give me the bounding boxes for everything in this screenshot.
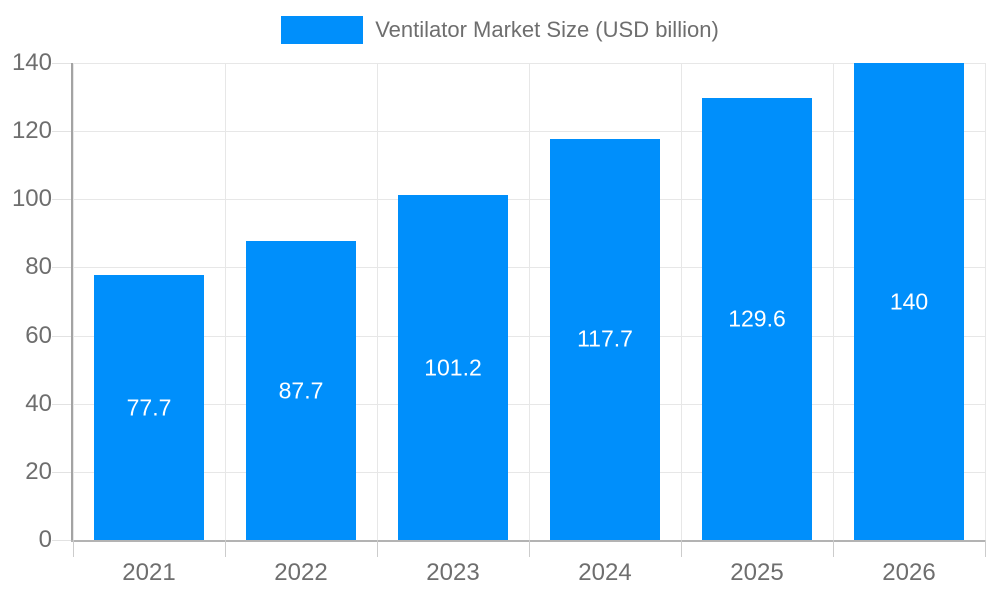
y-tick-label: 140 bbox=[11, 49, 52, 76]
bar-value-label: 87.7 bbox=[278, 377, 324, 404]
gridline-vertical bbox=[225, 63, 226, 540]
gridline-vertical bbox=[529, 63, 530, 540]
y-axis-tick bbox=[52, 199, 71, 201]
y-tick-label: 80 bbox=[25, 253, 52, 281]
x-tick-label: 2021 bbox=[122, 559, 176, 586]
bar-2026[interactable]: 140 bbox=[854, 63, 964, 540]
y-tick-label: 0 bbox=[38, 526, 52, 553]
bar-value-label: 129.6 bbox=[728, 305, 786, 332]
x-axis-tick bbox=[377, 540, 378, 557]
bar-value-label: 117.7 bbox=[577, 325, 633, 352]
x-tick-label: 2022 bbox=[274, 559, 328, 586]
bar-2023[interactable]: 101.2 bbox=[398, 195, 508, 540]
bar-2025[interactable]: 129.6 bbox=[702, 98, 812, 540]
y-axis-tick bbox=[52, 63, 71, 64]
y-axis-line bbox=[71, 63, 73, 540]
x-axis-tick bbox=[529, 540, 530, 557]
y-axis-tick bbox=[52, 267, 71, 269]
x-tick-label: 2025 bbox=[730, 559, 784, 586]
y-tick-label: 60 bbox=[25, 321, 52, 349]
y-axis-tick bbox=[52, 540, 71, 541]
x-axis-tick bbox=[73, 540, 74, 557]
x-axis-tick bbox=[225, 540, 226, 557]
bar-value-label: 140 bbox=[889, 288, 929, 314]
x-axis-tick bbox=[681, 540, 682, 557]
x-tick-label: 2024 bbox=[578, 559, 632, 586]
legend-swatch bbox=[281, 16, 364, 44]
y-tick-label: 40 bbox=[25, 389, 52, 417]
gridline-vertical bbox=[681, 63, 682, 540]
gridline-vertical bbox=[73, 63, 74, 540]
x-axis-tick bbox=[985, 540, 986, 557]
y-axis-tick bbox=[52, 471, 71, 473]
bar-value-label: 101.2 bbox=[424, 354, 482, 381]
y-axis-tick bbox=[52, 335, 71, 337]
y-tick-label: 120 bbox=[11, 117, 52, 145]
gridline-vertical bbox=[377, 63, 378, 540]
bar-2022[interactable]: 87.7 bbox=[246, 241, 356, 540]
legend-label: Ventilator Market Size (USD billion) bbox=[375, 17, 719, 42]
x-axis-tick bbox=[833, 540, 834, 557]
y-tick-label: 100 bbox=[11, 185, 52, 213]
x-axis-line bbox=[71, 540, 985, 542]
gridline-vertical bbox=[833, 63, 834, 540]
legend-item[interactable]: Ventilator Market Size (USD billion) bbox=[0, 16, 1000, 44]
bar-2021[interactable]: 77.7 bbox=[94, 275, 204, 540]
y-axis-tick bbox=[52, 131, 71, 133]
plot-area: 77.7 87.7 101.2 117.7 129.6 140 bbox=[71, 63, 986, 542]
x-tick-label: 2023 bbox=[426, 559, 480, 586]
bar-value-label: 77.7 bbox=[126, 394, 172, 421]
y-tick-label: 20 bbox=[25, 457, 52, 485]
y-axis-tick bbox=[52, 403, 71, 405]
gridline-vertical bbox=[985, 63, 986, 540]
bar-2024[interactable]: 117.7 bbox=[550, 138, 660, 540]
x-tick-label: 2026 bbox=[882, 559, 936, 586]
